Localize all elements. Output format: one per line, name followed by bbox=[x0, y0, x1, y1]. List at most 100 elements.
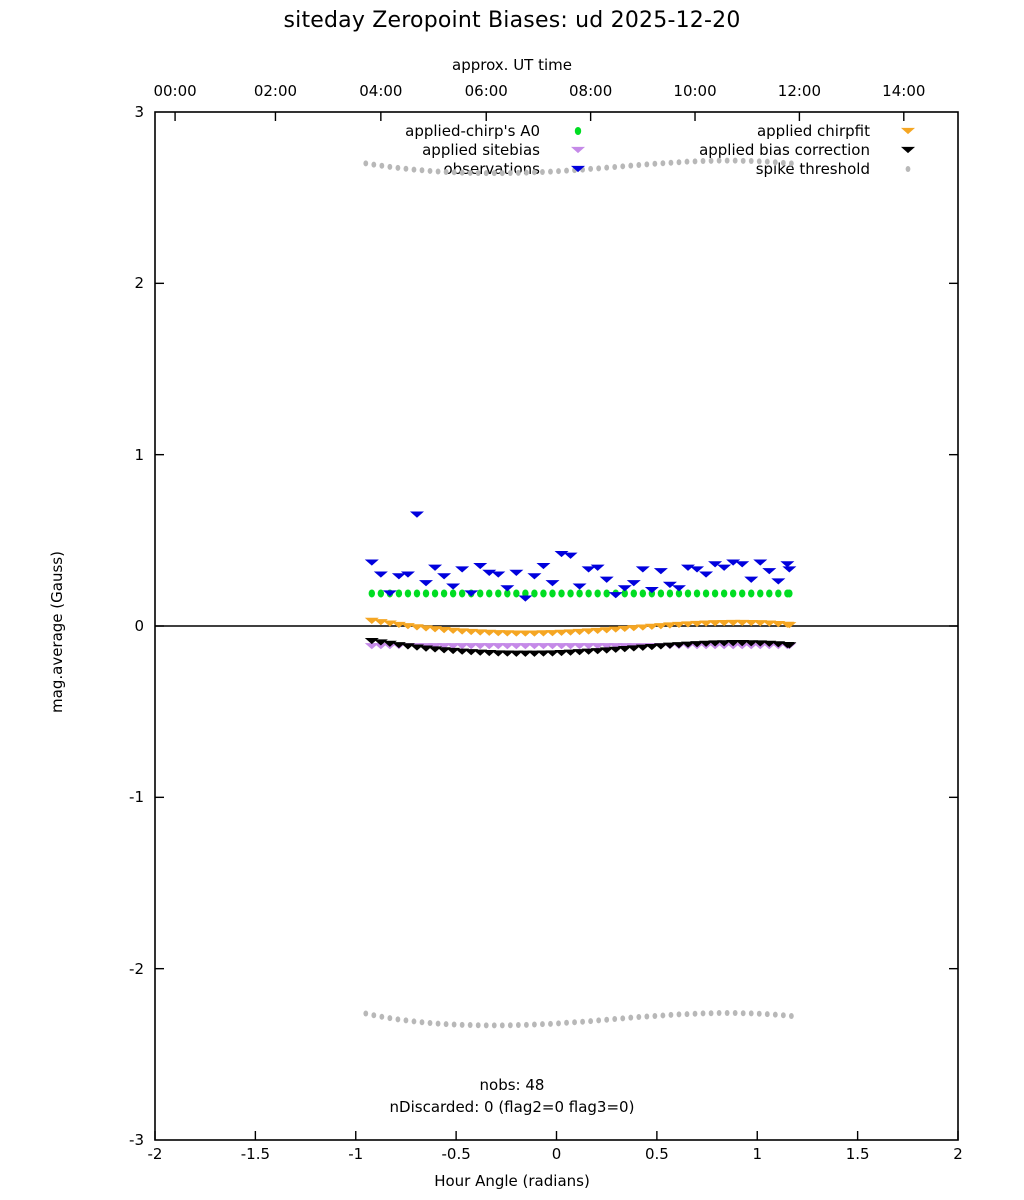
data-point bbox=[428, 643, 443, 650]
data-point bbox=[735, 561, 750, 568]
data-point bbox=[491, 650, 506, 657]
data-point bbox=[735, 619, 750, 626]
data-point bbox=[690, 620, 705, 628]
data-point bbox=[409, 511, 424, 518]
data-point bbox=[545, 630, 560, 637]
data-point bbox=[513, 589, 520, 598]
data-point bbox=[652, 160, 658, 167]
data-point bbox=[676, 159, 682, 166]
data-point bbox=[662, 581, 677, 588]
data-point bbox=[635, 644, 650, 651]
data-point bbox=[588, 1018, 594, 1025]
data-point bbox=[554, 649, 569, 657]
data-point bbox=[536, 650, 551, 657]
data-point bbox=[387, 163, 393, 170]
legend-marker-triangle-down-icon bbox=[901, 146, 915, 154]
top-tick-label: 12:00 bbox=[777, 82, 822, 100]
data-point bbox=[435, 1020, 441, 1027]
data-point bbox=[536, 562, 551, 570]
legend-label: applied chirpfit bbox=[756, 122, 870, 140]
data-point bbox=[744, 620, 759, 627]
data-point bbox=[522, 589, 529, 598]
data-point bbox=[699, 620, 714, 627]
data-point bbox=[708, 620, 723, 627]
data-point bbox=[451, 169, 457, 176]
data-point bbox=[671, 642, 686, 649]
data-point bbox=[702, 589, 710, 598]
data-point bbox=[475, 1022, 481, 1029]
data-point bbox=[473, 562, 488, 570]
data-point bbox=[564, 167, 569, 174]
data-point bbox=[757, 589, 764, 598]
data-point bbox=[371, 1012, 377, 1019]
data-point bbox=[608, 646, 623, 653]
series-spike-threshold-lower bbox=[363, 1010, 794, 1029]
y-tick-label: 1 bbox=[134, 445, 144, 464]
data-point bbox=[716, 1010, 722, 1017]
data-point bbox=[556, 1020, 561, 1027]
data-point bbox=[532, 1021, 537, 1028]
data-point bbox=[446, 643, 461, 650]
x-axis-label: Hour Angle (radians) bbox=[434, 1172, 590, 1190]
data-point bbox=[626, 625, 641, 632]
data-point bbox=[608, 643, 623, 650]
data-point bbox=[500, 630, 515, 637]
data-point bbox=[531, 589, 538, 598]
data-point bbox=[680, 564, 695, 571]
data-point bbox=[523, 169, 529, 176]
data-point bbox=[536, 643, 551, 650]
data-point bbox=[509, 630, 524, 637]
data-point bbox=[467, 169, 473, 176]
data-point bbox=[720, 589, 728, 598]
data-point bbox=[596, 1017, 602, 1024]
data-point bbox=[411, 166, 417, 173]
data-point bbox=[443, 168, 449, 175]
data-point bbox=[419, 580, 434, 587]
data-point bbox=[780, 561, 795, 568]
series-applied-chirp-s-a0 bbox=[368, 589, 793, 598]
data-point bbox=[626, 645, 641, 652]
data-point bbox=[782, 566, 797, 573]
data-point bbox=[556, 168, 561, 175]
data-point bbox=[504, 589, 511, 598]
data-point bbox=[395, 1016, 401, 1023]
data-point bbox=[693, 589, 701, 598]
data-point bbox=[668, 1011, 674, 1018]
data-point bbox=[467, 1022, 473, 1029]
data-point bbox=[428, 564, 443, 571]
legend-marker-triangle-down-icon bbox=[901, 127, 915, 135]
data-point bbox=[500, 585, 515, 592]
data-point bbox=[483, 170, 489, 177]
data-point bbox=[603, 589, 610, 598]
data-point bbox=[548, 1020, 553, 1027]
data-point bbox=[692, 158, 698, 165]
data-point bbox=[708, 640, 723, 647]
data-point bbox=[604, 164, 610, 171]
data-point bbox=[635, 566, 650, 573]
data-point bbox=[403, 165, 409, 172]
data-point bbox=[580, 1018, 585, 1025]
data-point bbox=[680, 641, 695, 648]
data-point bbox=[780, 1012, 786, 1019]
data-point bbox=[652, 1012, 658, 1019]
data-point bbox=[483, 1022, 489, 1029]
tick-marks bbox=[154, 112, 959, 1140]
data-point bbox=[475, 169, 481, 176]
data-point bbox=[572, 628, 587, 636]
data-point bbox=[554, 550, 569, 558]
data-point bbox=[599, 576, 614, 583]
data-point bbox=[564, 1019, 569, 1026]
data-point bbox=[608, 626, 623, 633]
data-point bbox=[700, 1010, 706, 1017]
data-point bbox=[756, 158, 762, 165]
data-point bbox=[554, 629, 569, 636]
data-point bbox=[459, 169, 465, 176]
data-point bbox=[771, 578, 786, 585]
data-point bbox=[459, 1021, 465, 1028]
data-point bbox=[740, 1010, 746, 1017]
data-point bbox=[662, 642, 677, 649]
data-point bbox=[527, 643, 542, 650]
top-tick-label: 00:00 bbox=[153, 82, 197, 100]
data-point bbox=[662, 622, 677, 629]
data-point bbox=[509, 569, 524, 576]
